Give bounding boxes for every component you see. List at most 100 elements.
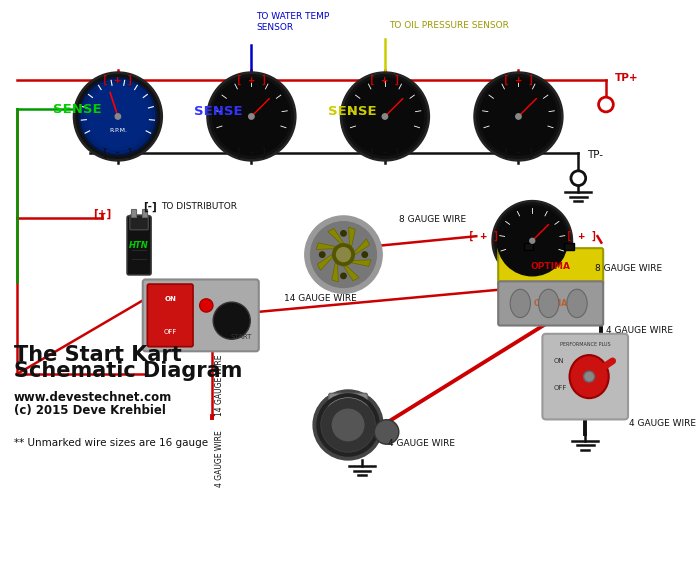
Ellipse shape: [510, 289, 531, 317]
Circle shape: [494, 203, 570, 279]
Circle shape: [340, 72, 429, 161]
Text: SENSE: SENSE: [52, 103, 101, 115]
Text: OPTIMA: OPTIMA: [533, 299, 568, 308]
Circle shape: [362, 252, 368, 258]
Circle shape: [88, 86, 148, 147]
Circle shape: [304, 216, 382, 293]
Text: [ + ]: [ + ]: [468, 231, 499, 242]
Circle shape: [477, 75, 560, 158]
Circle shape: [492, 200, 573, 281]
Circle shape: [248, 114, 254, 119]
Circle shape: [311, 222, 377, 287]
Text: TP-: TP-: [587, 150, 603, 160]
Text: [+]: [+]: [93, 209, 111, 219]
Circle shape: [341, 273, 346, 279]
Text: OFF: OFF: [554, 385, 567, 391]
Circle shape: [474, 72, 563, 161]
Circle shape: [346, 78, 424, 155]
Circle shape: [322, 399, 374, 451]
Circle shape: [374, 420, 399, 444]
Circle shape: [530, 238, 535, 243]
Polygon shape: [316, 243, 335, 250]
Text: 4 GAUGE WIRE: 4 GAUGE WIRE: [629, 419, 696, 428]
FancyBboxPatch shape: [127, 216, 151, 275]
Ellipse shape: [570, 355, 609, 398]
Text: PERFORMANCE PLUS: PERFORMANCE PLUS: [560, 343, 610, 347]
Circle shape: [382, 114, 388, 119]
Text: [ - ]: [ - ]: [102, 148, 134, 158]
Text: 4 GAUGE WIRE: 4 GAUGE WIRE: [389, 439, 455, 448]
Polygon shape: [344, 266, 359, 281]
Text: 14 GAUGE WIRE: 14 GAUGE WIRE: [216, 355, 225, 416]
Text: ON: ON: [164, 296, 176, 302]
Circle shape: [76, 75, 160, 158]
Text: 8 GAUGE WIRE: 8 GAUGE WIRE: [595, 264, 662, 273]
Text: [-]: [-]: [143, 202, 157, 212]
Text: [ + ]: [ + ]: [503, 75, 534, 85]
Polygon shape: [355, 239, 370, 255]
Text: [ + ]: [ + ]: [102, 75, 134, 85]
Circle shape: [497, 206, 567, 276]
Text: www.devestechnet.com: www.devestechnet.com: [14, 391, 172, 404]
Circle shape: [209, 75, 293, 158]
Text: TO OIL PRESSURE SENSOR: TO OIL PRESSURE SENSOR: [389, 21, 510, 30]
FancyBboxPatch shape: [148, 284, 193, 347]
Circle shape: [207, 72, 296, 161]
Text: [ + ]: [ + ]: [566, 231, 597, 242]
Circle shape: [84, 83, 151, 150]
Text: [ - ]: [ - ]: [370, 148, 400, 158]
Circle shape: [79, 78, 157, 155]
Text: OFF: OFF: [164, 329, 177, 335]
Text: HTN: HTN: [130, 241, 149, 250]
Circle shape: [319, 252, 325, 258]
Bar: [524, 243, 533, 250]
Circle shape: [81, 80, 155, 153]
Text: 4 GAUGE WIRE: 4 GAUGE WIRE: [606, 326, 673, 335]
Ellipse shape: [567, 289, 587, 317]
Circle shape: [341, 231, 346, 236]
Polygon shape: [328, 228, 344, 243]
Circle shape: [116, 114, 120, 119]
Text: R.P.M.: R.P.M.: [109, 127, 127, 132]
Text: SENSE: SENSE: [328, 106, 377, 118]
Bar: [131, 210, 136, 217]
Polygon shape: [332, 263, 338, 282]
Text: ON: ON: [554, 358, 564, 364]
FancyBboxPatch shape: [130, 215, 148, 230]
Text: TO DISTRIBUTOR: TO DISTRIBUTOR: [161, 202, 237, 211]
Text: The Start Kart: The Start Kart: [14, 345, 181, 365]
Ellipse shape: [538, 289, 559, 317]
FancyBboxPatch shape: [498, 248, 603, 285]
FancyBboxPatch shape: [329, 393, 368, 416]
Circle shape: [213, 78, 290, 155]
Text: SENSE: SENSE: [195, 106, 243, 118]
Circle shape: [74, 72, 162, 161]
Circle shape: [199, 299, 213, 312]
Circle shape: [584, 371, 594, 382]
Polygon shape: [349, 227, 355, 247]
Text: START: START: [230, 333, 251, 340]
Text: [ - ]: [ - ]: [503, 148, 534, 158]
Circle shape: [213, 302, 251, 339]
Polygon shape: [317, 255, 332, 270]
Text: Schematic Diagram: Schematic Diagram: [14, 361, 242, 381]
Text: [ + ]: [ + ]: [236, 75, 267, 85]
FancyBboxPatch shape: [498, 282, 603, 325]
Text: [ - ]: [ - ]: [236, 148, 267, 158]
Circle shape: [332, 244, 354, 266]
Text: [ + ]: [ + ]: [370, 75, 400, 85]
Circle shape: [516, 114, 522, 119]
Polygon shape: [351, 260, 371, 266]
Text: 4 GAUGE WIRE: 4 GAUGE WIRE: [216, 431, 225, 488]
Text: 8 GAUGE WIRE: 8 GAUGE WIRE: [399, 215, 466, 224]
Circle shape: [343, 75, 427, 158]
Text: 14 GAUGE WIRE: 14 GAUGE WIRE: [284, 293, 356, 303]
Circle shape: [480, 78, 557, 155]
Circle shape: [313, 390, 383, 460]
Text: ** Unmarked wire sizes are 16 gauge: ** Unmarked wire sizes are 16 gauge: [14, 438, 208, 448]
Bar: [564, 243, 573, 250]
FancyBboxPatch shape: [542, 334, 628, 420]
Text: TP+: TP+: [615, 73, 639, 83]
Text: OPTIMA: OPTIMA: [531, 262, 570, 271]
Circle shape: [337, 248, 351, 262]
